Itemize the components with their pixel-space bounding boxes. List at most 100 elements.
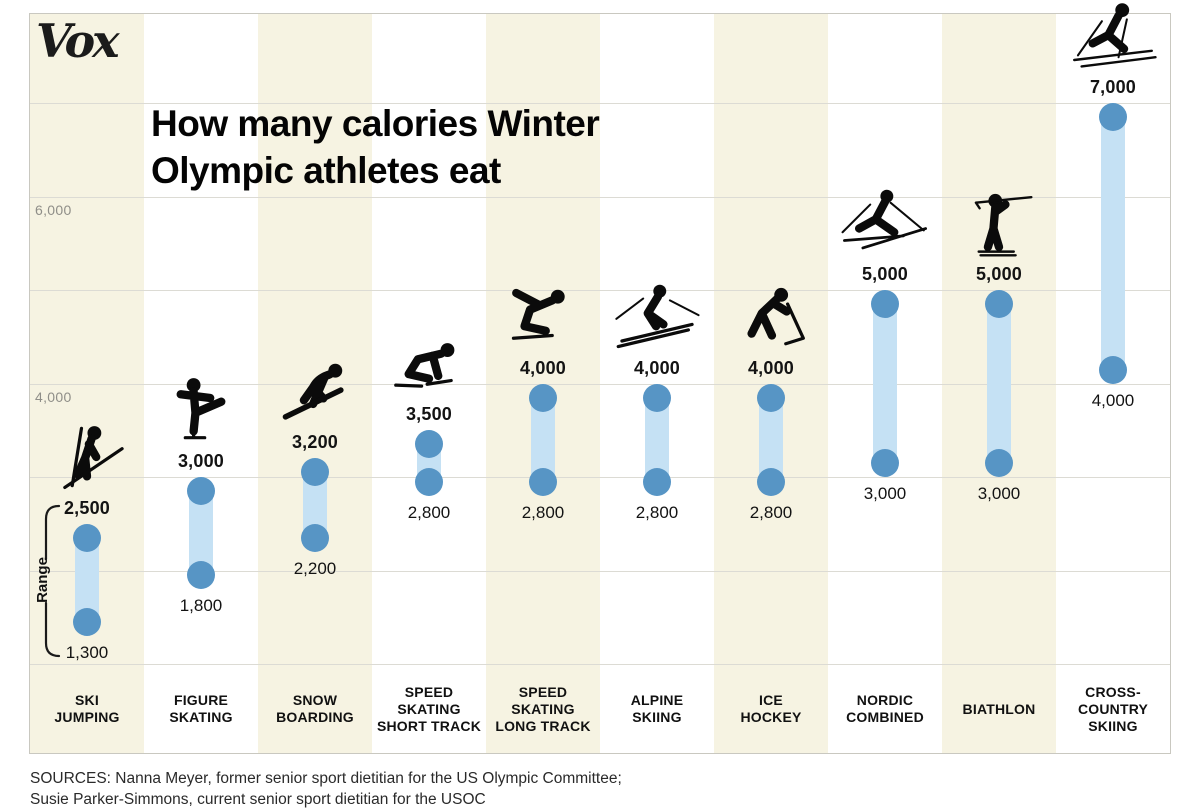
range-bracket [44,504,61,658]
max-dot [643,383,671,412]
max-value-label: 5,000 [975,264,1023,284]
max-value-label: 2,500 [63,497,111,518]
min-dot [415,467,443,496]
gridline [30,570,1170,572]
category-label: SNOW BOARDING [276,692,354,725]
gridline [30,103,1170,104]
biathlon-icon [942,188,1056,258]
category-label: ICE HOCKEY [740,692,802,725]
max-dot [301,458,329,487]
columns-layer: 2,500 1,300 SKI JUMPING 3,000 [30,3,1170,753]
speed-skating-short-track-icon [372,328,486,398]
category-label: NORDIC COMBINED [846,692,924,725]
min-value-label: 2,200 [293,558,337,578]
min-dot [871,449,899,477]
max-dot [757,383,785,412]
max-dot [1099,103,1127,131]
min-dot [529,467,557,496]
cross-country-skiing-icon [1056,1,1170,71]
min-value-label: 2,800 [749,502,793,522]
category-label: BIATHLON [962,700,1036,717]
category-label: CROSS- COUNTRY SKIING [1077,683,1149,734]
max-dot [529,383,557,412]
max-value-label: 7,000 [1089,77,1137,97]
min-dot [1099,355,1127,384]
sources-line1: SOURCES: Nanna Meyer, former senior spor… [30,770,622,787]
column-speed-skating-short-track: 3,500 2,800 SPEED SKATING SHORT TRACK [372,14,486,753]
range-bar [871,290,899,477]
range-label: Range [34,557,51,603]
min-value-label: 4,000 [1091,390,1135,410]
min-dot [301,523,329,552]
sources-note: SOURCES: Nanna Meyer, former senior spor… [30,768,622,810]
y-axis-tick-layer: 6,000 4,000 [30,14,1170,753]
gridlines-layer [30,14,1170,753]
gridline [30,196,1170,198]
column-cross-country-skiing: 7,000 4,000 CROSS- COUNTRY SKIING [1056,3,1170,753]
min-dot [643,467,671,496]
sources-line2: Susie Parker-Simmons, current senior spo… [30,791,486,808]
min-dot [985,449,1013,477]
range-bar [301,458,329,552]
max-dot [415,430,443,459]
alpine-skiing-icon [600,282,714,352]
max-dot [187,477,215,505]
chart-title: How many calories Winter Olympic athlete… [151,100,600,194]
column-speed-skating-long-track: 4,000 2,800 SPEED SKATING LONG TRACK [486,14,600,753]
max-dot [985,290,1013,318]
max-value-label: 5,000 [861,264,909,284]
column-snowboarding: 3,200 2,200 SNOW BOARDING [258,14,372,753]
gridline [30,290,1170,291]
min-dot [757,467,785,496]
min-value-label: 1,800 [179,596,223,616]
y-axis-tick-label: 6,000 [35,201,72,218]
max-value-label: 3,000 [177,451,225,471]
range-bar [1099,103,1127,384]
range-bar [529,383,557,496]
column-figure-skating: 3,000 1,800 FIGURE SKATING [144,14,258,753]
category-label: SPEED SKATING SHORT TRACK [376,683,482,734]
gridline [30,383,1170,385]
min-value-label: 2,800 [635,502,679,522]
column-biathlon: 5,000 3,000 BIATHLON [942,14,1056,753]
column-nordic-combined: 5,000 3,000 NORDIC COMBINED [828,14,942,753]
range-bar [73,523,101,636]
max-dot [871,290,899,318]
category-label: ALPINE SKIING [630,692,684,725]
max-dot [73,523,101,552]
column-alpine-skiing: 4,000 2,800 ALPINE SKIING [600,14,714,753]
max-value-label: 3,500 [405,404,453,425]
speed-skating-long-track-icon [486,282,600,352]
gridline [30,477,1170,478]
range-bar [415,430,443,496]
gridline [30,664,1170,665]
category-label: FIGURE SKATING [169,692,233,725]
category-label: SKI JUMPING [54,692,120,725]
column-ice-hockey: 4,000 2,800 ICE HOCKEY [714,14,828,753]
max-value-label: 4,000 [747,357,795,378]
range-bar [187,477,215,590]
chart-title-line2: Olympic athletes eat [151,150,501,191]
chart-title-line1: How many calories Winter [151,103,600,144]
min-value-label: 3,000 [977,484,1021,503]
range-bar [643,383,671,496]
y-axis-tick-label: 4,000 [35,388,72,405]
max-value-label: 4,000 [633,357,681,378]
chart-plot-area: 6,000 4,000 2,500 1,300 SKI JU [29,3,1171,754]
max-value-label: 3,200 [291,432,339,453]
min-value-label: 2,800 [521,502,565,522]
range-bar [985,290,1013,477]
snowboarding-icon [258,356,372,426]
range-bar [757,383,785,496]
min-value-label: 2,800 [407,502,451,522]
min-value-label: 3,000 [863,484,907,503]
column-ski-jumping: 2,500 1,300 SKI JUMPING [30,14,144,753]
vox-logo: Vox [36,14,120,68]
min-value-label: 1,300 [65,642,109,662]
min-dot [73,607,101,636]
ice-hockey-icon [714,282,828,352]
ski-jumping-icon [30,422,144,492]
max-value-label: 4,000 [519,357,567,378]
nordic-combined-icon [828,188,942,258]
min-dot [187,561,215,590]
